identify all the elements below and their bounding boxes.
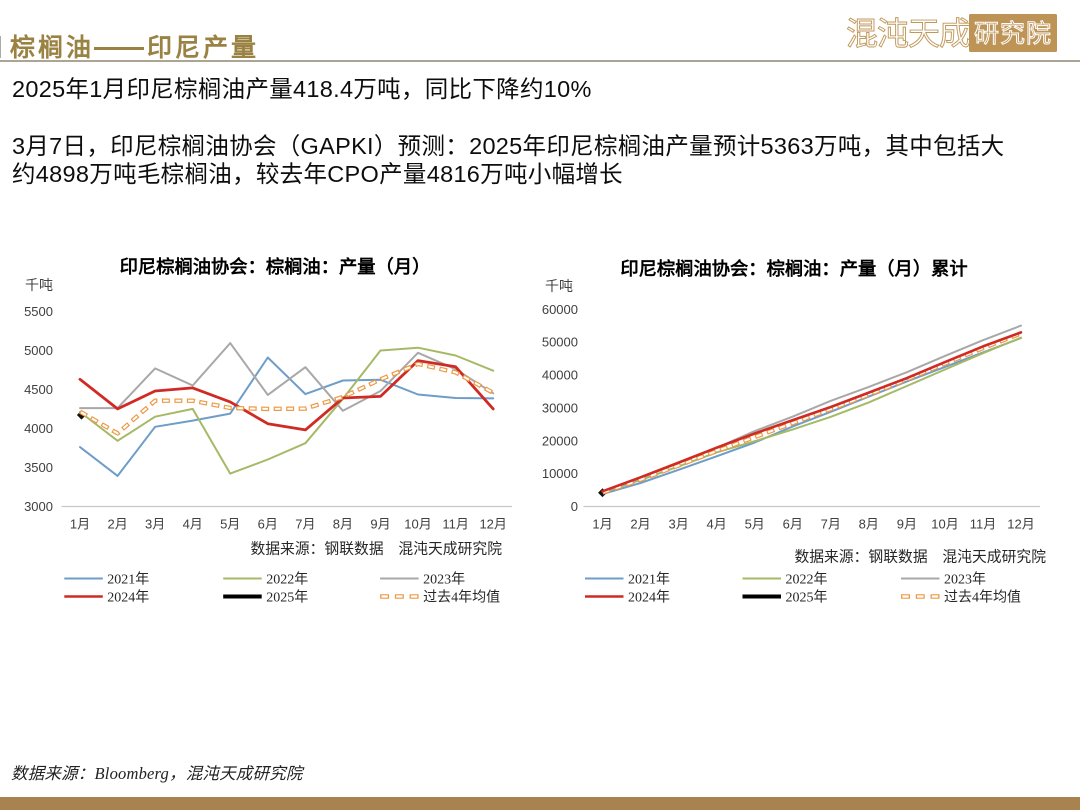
svg-text:1月: 1月 (70, 517, 90, 532)
svg-text:2024年: 2024年 (107, 590, 149, 606)
svg-text:2022年: 2022年 (266, 572, 308, 588)
svg-text:2021年: 2021年 (107, 572, 149, 588)
svg-text:9月: 9月 (897, 517, 917, 532)
svg-text:数据来源：钢联数据 混沌天成研究院: 数据来源：钢联数据 混沌天成研究院 (794, 548, 1046, 566)
svg-text:1月: 1月 (592, 517, 612, 532)
svg-text:5000: 5000 (24, 343, 53, 358)
svg-text:10月: 10月 (931, 517, 958, 532)
svg-text:4500: 4500 (24, 382, 53, 397)
svg-text:3月: 3月 (668, 517, 688, 532)
svg-text:2025年: 2025年 (266, 590, 308, 606)
svg-text:2月: 2月 (107, 517, 127, 532)
svg-text:数据来源：钢联数据 混沌天成研究院: 数据来源：钢联数据 混沌天成研究院 (250, 540, 502, 558)
svg-text:10月: 10月 (404, 517, 431, 532)
svg-text:3500: 3500 (24, 460, 53, 475)
svg-text:过去4年均值: 过去4年均值 (423, 590, 500, 606)
svg-text:2025年: 2025年 (786, 590, 828, 606)
svg-text:2023年: 2023年 (944, 572, 986, 588)
svg-text:3000: 3000 (24, 499, 53, 514)
svg-text:7月: 7月 (821, 517, 841, 532)
svg-text:印尼棕榈油协会：棕榈油：产量（月）累计: 印尼棕榈油协会：棕榈油：产量（月）累计 (620, 258, 967, 279)
svg-text:2024年: 2024年 (628, 590, 670, 606)
svg-text:8月: 8月 (333, 517, 353, 532)
svg-text:60000: 60000 (542, 302, 578, 317)
svg-text:10000: 10000 (542, 466, 578, 481)
svg-text:混沌天成: 混沌天成 (846, 16, 970, 52)
svg-text:7月: 7月 (295, 517, 315, 532)
svg-text:4000: 4000 (24, 421, 53, 436)
svg-text:6月: 6月 (783, 517, 803, 532)
svg-text:11月: 11月 (442, 517, 469, 532)
svg-text:12月: 12月 (1007, 517, 1034, 532)
svg-text:5月: 5月 (745, 517, 765, 532)
svg-text:0: 0 (571, 499, 578, 514)
svg-text:11月: 11月 (970, 517, 997, 532)
svg-text:4月: 4月 (183, 517, 203, 532)
svg-text:30000: 30000 (542, 400, 578, 415)
svg-text:印尼棕榈油协会：棕榈油：产量（月）: 印尼棕榈油协会：棕榈油：产量（月） (120, 256, 431, 277)
svg-text:40000: 40000 (542, 368, 578, 383)
svg-text:过去4年均值: 过去4年均值 (944, 590, 1021, 606)
svg-text:5500: 5500 (24, 304, 53, 319)
svg-text:12月: 12月 (479, 517, 506, 532)
svg-text:2021年: 2021年 (628, 572, 670, 588)
svg-text:4月: 4月 (706, 517, 726, 532)
svg-text:20000: 20000 (542, 433, 578, 448)
svg-text:6月: 6月 (258, 517, 278, 532)
svg-text:千吨: 千吨 (545, 279, 573, 295)
svg-text:千吨: 千吨 (25, 278, 53, 294)
svg-text:9月: 9月 (370, 517, 390, 532)
svg-text:研究院: 研究院 (974, 20, 1052, 48)
svg-text:3月: 3月 (145, 517, 165, 532)
svg-text:5月: 5月 (220, 517, 240, 532)
svg-text:2月: 2月 (630, 517, 650, 532)
svg-text:8月: 8月 (859, 517, 879, 532)
svg-text:2023年: 2023年 (423, 572, 465, 588)
svg-text:2022年: 2022年 (786, 572, 828, 588)
svg-text:50000: 50000 (542, 335, 578, 350)
